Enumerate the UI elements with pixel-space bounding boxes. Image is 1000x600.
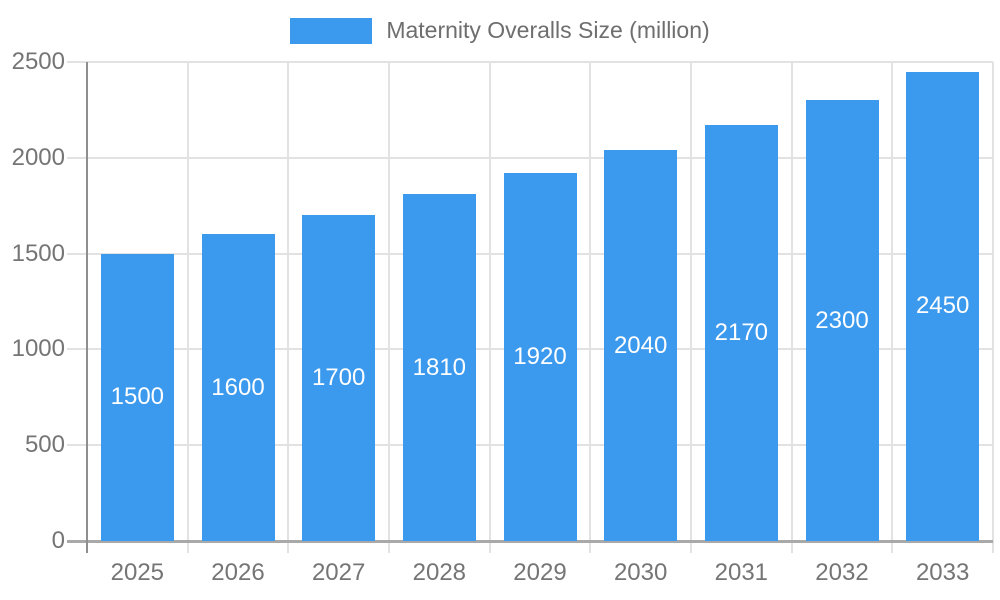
bar-value-label: 1600: [211, 373, 265, 401]
legend-swatch: [290, 17, 373, 44]
y-axis-line: [86, 62, 88, 553]
legend-label: Maternity Overalls Size (million): [386, 17, 710, 43]
x-tick-label-2030: 2030: [613, 559, 668, 586]
v-gridline: [690, 62, 692, 553]
bar-2027[interactable]: 1700: [302, 215, 376, 541]
x-axis-line: [67, 540, 993, 543]
y-tick-label: 2500: [11, 48, 65, 75]
bar-2025[interactable]: 1500: [100, 253, 174, 541]
v-gridline: [790, 62, 793, 553]
bar-value-label: 1810: [412, 353, 467, 381]
bar-value-label: 2170: [714, 319, 769, 347]
x-tick-label-2032: 2032: [815, 559, 869, 586]
bar-value-label: 1920: [513, 343, 567, 371]
x-tick-label-2028: 2028: [412, 559, 467, 586]
x-tick-label-2025: 2025: [110, 559, 165, 586]
bar-2029[interactable]: 1920: [503, 173, 577, 541]
bar-2026[interactable]: 1600: [201, 234, 275, 541]
bar-value-label: 2450: [915, 292, 970, 320]
bar-value-label: 2040: [613, 331, 668, 359]
bar-2028[interactable]: 1810: [402, 194, 476, 541]
v-gridline: [992, 62, 994, 553]
v-gridline: [891, 62, 894, 553]
y-tick-label: 0: [51, 527, 65, 554]
y-tick-label: 1500: [11, 239, 65, 267]
bar-2031[interactable]: 2170: [704, 125, 778, 541]
legend[interactable]: Maternity Overalls Size (million): [0, 17, 1000, 44]
h-gridline: [67, 61, 993, 63]
v-gridline: [186, 62, 189, 553]
v-gridline: [388, 62, 390, 553]
x-tick-label-2027: 2027: [311, 559, 366, 586]
y-tick-label: 1000: [11, 335, 65, 363]
x-tick-label-2029: 2029: [513, 559, 567, 586]
bar-value-label: 1500: [110, 383, 165, 411]
x-tick-label-2033: 2033: [915, 559, 970, 586]
bar-2032[interactable]: 2300: [805, 100, 879, 541]
bar-2033[interactable]: 2450: [906, 71, 980, 541]
y-tick-label: 500: [24, 431, 65, 459]
x-tick-label-2031: 2031: [714, 559, 769, 586]
v-gridline: [589, 62, 592, 553]
y-tick-label: 2000: [11, 143, 65, 171]
bar-2030[interactable]: 2040: [604, 150, 678, 541]
h-gridline: [67, 156, 993, 159]
v-gridline: [488, 62, 491, 553]
x-tick-label-2026: 2026: [211, 559, 265, 586]
bar-value-label: 1700: [311, 364, 366, 392]
bar-value-label: 2300: [815, 306, 869, 334]
v-gridline: [287, 62, 290, 553]
